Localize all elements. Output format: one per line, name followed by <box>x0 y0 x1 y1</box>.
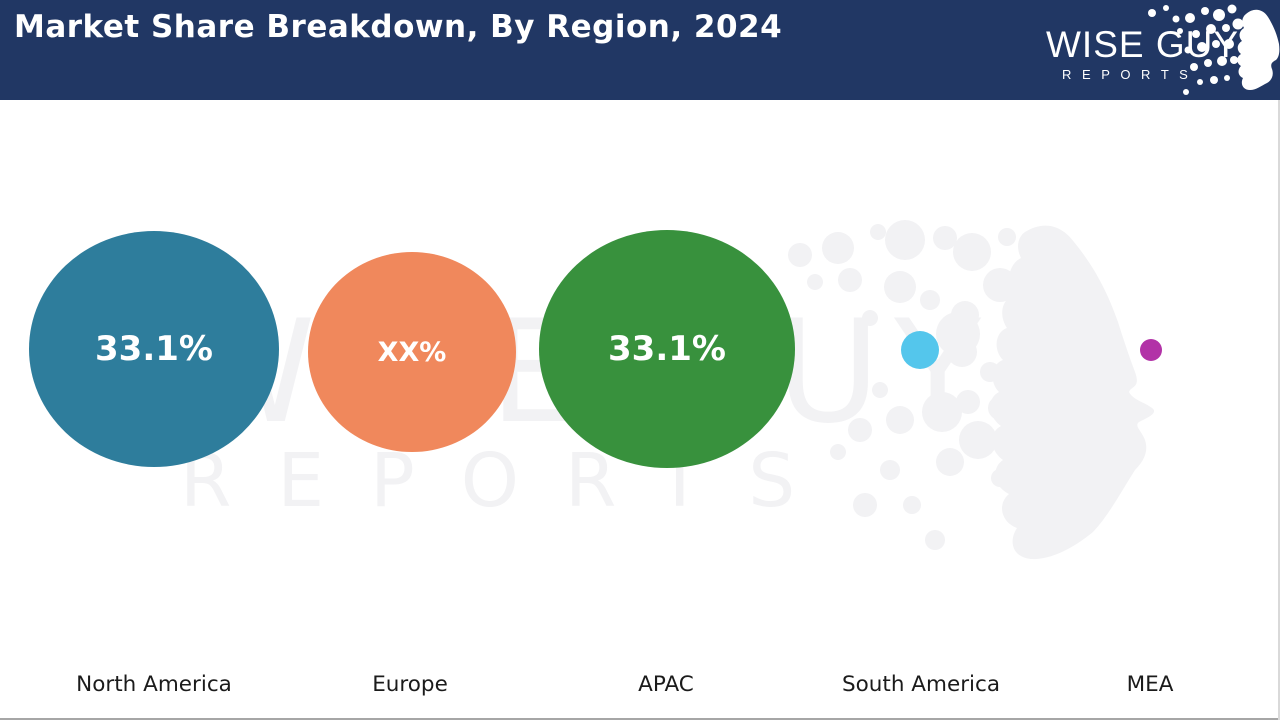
category-label-apac: APAC <box>638 672 694 697</box>
bubble-europe: XX% <box>308 252 516 452</box>
watermark-reports-text: REPORTS <box>180 438 842 524</box>
bubble-mea <box>1140 339 1162 361</box>
category-label-mea: MEA <box>1126 672 1174 697</box>
watermark-dotted-head <box>788 220 1155 560</box>
category-label-north-america: North America <box>76 672 232 697</box>
logo-subtext: R E P O R T S <box>1062 67 1191 82</box>
page-bottom-divider <box>0 718 1280 720</box>
page-title: Market Share Breakdown, By Region, 2024 <box>14 9 783 45</box>
bubble-value-label: 33.1% <box>95 329 213 369</box>
bubble-apac: 33.1% <box>539 230 795 468</box>
bubble-value-label: XX% <box>377 336 447 368</box>
category-label-south-america: South America <box>841 672 1001 697</box>
wise-guy-reports-logo: WISE GUY R E P O R T S <box>1046 4 1280 95</box>
bubble-north-america: 33.1% <box>29 231 279 467</box>
dotted-head-icon <box>1148 4 1280 95</box>
bubble-value-label: 33.1% <box>608 329 726 369</box>
header-banner: Market Share Breakdown, By Region, 2024 … <box>0 0 1280 100</box>
bubble-chart: WISE GUY REPORTS <box>0 100 1280 720</box>
page-right-divider <box>1278 100 1280 720</box>
category-label-europe: Europe <box>372 672 448 697</box>
bubble-south-america <box>901 331 939 369</box>
